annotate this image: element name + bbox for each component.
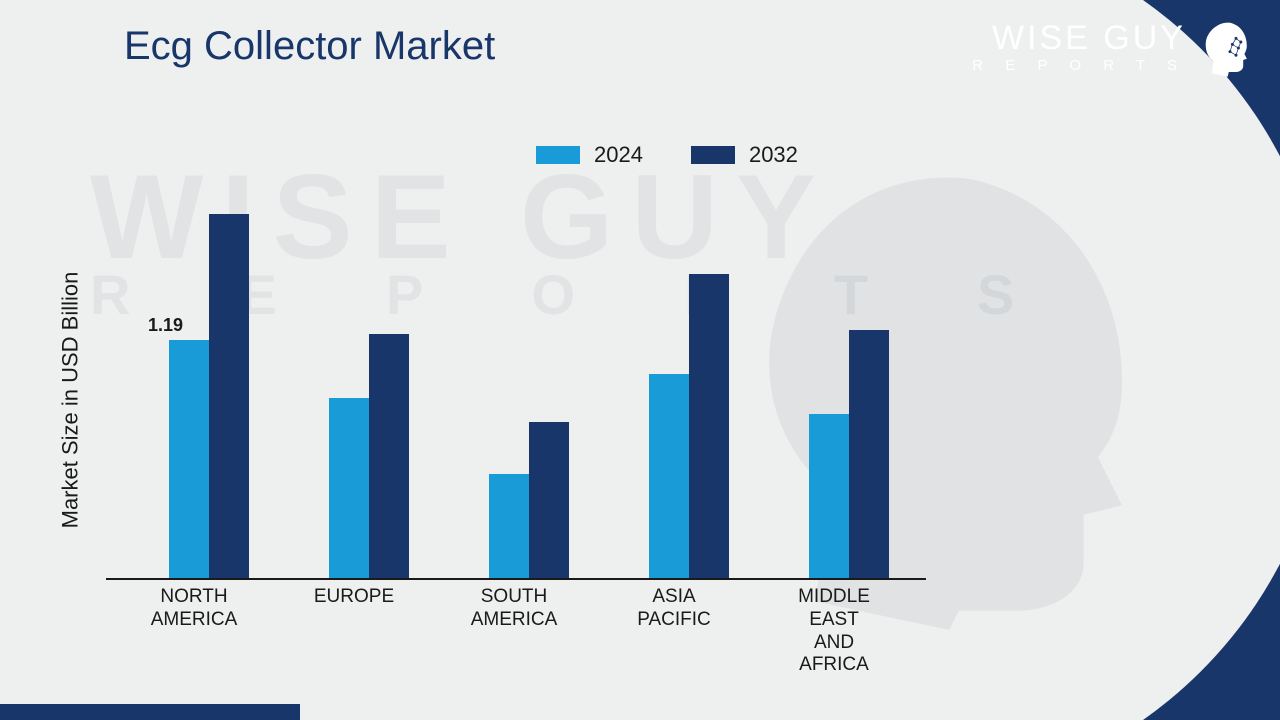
bar-2032 (849, 330, 889, 578)
bar-2024 (649, 374, 689, 578)
legend: 2024 2032 (536, 142, 798, 168)
legend-label-2024: 2024 (594, 142, 643, 168)
bar-2032 (209, 214, 249, 578)
bar-2024 (329, 398, 369, 578)
x-axis-label: ASIA PACIFIC (609, 586, 739, 632)
legend-swatch-2032 (691, 146, 735, 164)
bar-2032 (529, 422, 569, 578)
bar-2032 (369, 334, 409, 578)
x-axis-label: EUROPE (289, 586, 419, 609)
bar-2032 (689, 274, 729, 578)
x-axis-label: MIDDLE EAST AND AFRICA (769, 586, 899, 677)
y-axis-label-wrap: Market Size in USD Billion (56, 190, 84, 610)
bar-group (794, 330, 904, 578)
page-title: Ecg Collector Market (124, 24, 495, 69)
plot-area: 1.19 (106, 180, 926, 580)
legend-item-2024: 2024 (536, 142, 643, 168)
bar-2024 (169, 340, 209, 578)
bar-2024 (809, 414, 849, 578)
bar-group (314, 334, 424, 578)
head-profile-icon (1194, 18, 1254, 78)
x-axis-label: SOUTH AMERICA (449, 586, 579, 632)
y-axis-label: Market Size in USD Billion (57, 272, 83, 529)
logo-line1: WISE GUY (972, 21, 1186, 55)
bar-group (474, 422, 584, 578)
chart: Market Size in USD Billion 2024 2032 1.1… (46, 150, 946, 710)
legend-label-2032: 2032 (749, 142, 798, 168)
page: WISE GUY R E P O R T S Ecg Collector Mar… (0, 0, 1280, 720)
logo-line2: R E P O R T S (972, 55, 1186, 76)
logo: WISE GUY R E P O R T S (972, 18, 1254, 78)
legend-item-2032: 2032 (691, 142, 798, 168)
x-axis-label: NORTH AMERICA (129, 586, 259, 632)
bar-group (154, 214, 264, 578)
bar-value-label: 1.19 (148, 315, 183, 336)
bar-2024 (489, 474, 529, 578)
bar-group (634, 274, 744, 578)
legend-swatch-2024 (536, 146, 580, 164)
